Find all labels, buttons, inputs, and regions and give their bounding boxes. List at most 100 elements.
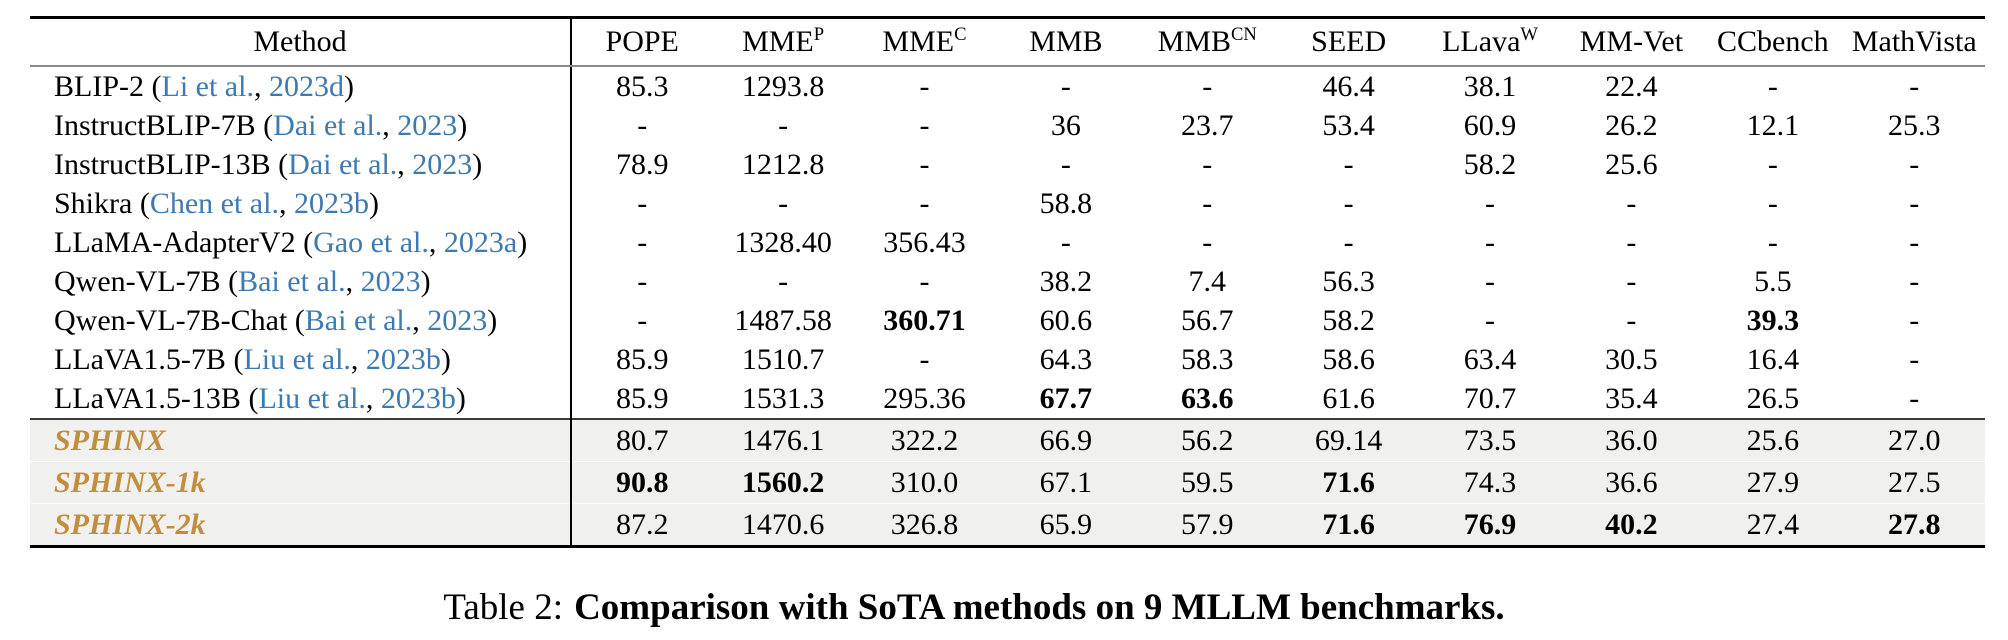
citation-authors-link[interactable]: Bai et al. (238, 264, 346, 298)
score-value: 1531.3 (741, 381, 825, 415)
column-header-superscript: W (1520, 24, 1538, 45)
method-cell: Qwen-VL-7B-Chat (Bai et al., 2023) (54, 303, 498, 337)
citation-year-link[interactable]: 2023 (397, 108, 458, 142)
score-cell: 26.2 (1561, 106, 1702, 145)
score-cell: 61.6 (1278, 379, 1419, 419)
score-value: - (1626, 186, 1637, 220)
score-cell: 22.4 (1561, 66, 1702, 106)
score-value: 38.2 (1039, 264, 1093, 298)
score-value: 1212.8 (741, 147, 825, 181)
method-cell: Shikra (Chen et al., 2023b) (54, 186, 379, 220)
score-value: 60.6 (1039, 303, 1093, 337)
benchmark-comparison-table: Method POPE MMEP MMEC MMB MMBCN SEED LLavaW MM-V… (30, 16, 1985, 548)
method-cell: LLaVA1.5-7B (Liu et al., 2023b) (54, 342, 451, 376)
score-value: - (1060, 225, 1071, 259)
table-caption: Table 2: Comparison with SoTA methods on … (0, 586, 1978, 629)
citation-year-link[interactable]: 2023b (293, 186, 369, 220)
score-value: - (1626, 303, 1637, 337)
score-value: 27.0 (1888, 423, 1941, 457)
method-name: SPHINX-2k (54, 507, 206, 541)
table-row-qwen-vl-7b-chat: Qwen-VL-7B-Chat (Bai et al., 2023) - 1487.… (30, 301, 1985, 340)
score-value: 73.5 (1463, 423, 1517, 457)
score-value: 63.6 (1181, 381, 1234, 415)
citation-year-link[interactable]: 2023d (268, 69, 344, 103)
method-cell: SPHINX (30, 419, 571, 462)
citation-authors-link[interactable]: Bai et al. (304, 303, 413, 337)
score-value: - (919, 108, 930, 142)
citation-authors-link[interactable]: Dai et al. (273, 108, 383, 142)
score-cell: - (1561, 262, 1702, 301)
score-value: - (1202, 147, 1213, 181)
column-header-llava-w: LLavaW (1419, 17, 1561, 67)
score-cell: - (1844, 262, 1985, 301)
score-value: - (919, 186, 930, 220)
score-value: - (1202, 186, 1213, 220)
score-cell: 30.5 (1561, 340, 1702, 379)
score-value: 74.3 (1463, 465, 1517, 499)
score-value: 25.6 (1746, 423, 1800, 457)
score-value: - (1909, 381, 1920, 415)
score-value: 67.1 (1039, 465, 1093, 499)
results-table-figure: Method POPE MMEP MMEC MMB MMBCN SEED LLavaW MM-V… (30, 16, 1985, 548)
score-value: 1328.40 (734, 225, 832, 259)
score-cell: - (1137, 145, 1278, 184)
score-value: - (919, 342, 930, 376)
score-value: 67.7 (1039, 381, 1093, 415)
score-value: - (1485, 303, 1496, 337)
score-value: 70.7 (1463, 381, 1517, 415)
method-cell: Qwen-VL-7B (Bai et al., 2023) (54, 264, 431, 298)
score-cell: 85.9 (569, 340, 713, 379)
score-cell: 38.1 (1419, 66, 1560, 106)
citation-year-link[interactable]: 2023a (443, 225, 518, 259)
score-cell: 27.5 (1844, 462, 1985, 504)
citation-authors-link[interactable]: Liu et al. (243, 342, 351, 376)
score-cell: 46.4 (1278, 66, 1419, 106)
score-cell: - (1419, 262, 1560, 301)
score-value: - (637, 186, 648, 220)
score-cell: 74.3 (1419, 462, 1560, 504)
score-cell: - (712, 106, 853, 145)
method-name: BLIP-2 (54, 69, 144, 103)
citation-authors-link[interactable]: Chen et al. (149, 186, 279, 220)
score-cell: 1328.40 (712, 223, 853, 262)
score-value: - (1909, 69, 1920, 103)
citation-year-link[interactable]: 2023 (412, 147, 473, 181)
score-cell: 27.8 (1844, 504, 1985, 547)
column-header-label: MME (882, 25, 955, 58)
citation-year-link[interactable]: 2023 (427, 303, 488, 337)
table-row-instructblip-13b: InstructBLIP-13B (Dai et al., 2023) 78.9 1… (30, 145, 1985, 184)
score-value: 61.6 (1322, 381, 1375, 415)
score-cell: 57.9 (1137, 504, 1278, 547)
score-cell: - (1419, 184, 1560, 223)
citation-year-link[interactable]: 2023b (365, 342, 441, 376)
citation-year-link[interactable]: 2023b (380, 381, 456, 415)
score-value: - (1767, 225, 1778, 259)
score-cell: 27.4 (1702, 504, 1843, 547)
score-cell: 58.6 (1278, 340, 1419, 379)
citation-authors-link[interactable]: Gao et al. (313, 225, 429, 259)
score-cell: 90.8 (569, 461, 713, 504)
citation-authors-link[interactable]: Liu et al. (258, 381, 366, 415)
score-cell: - (1419, 301, 1560, 340)
citation-year-link[interactable]: 2023 (360, 264, 421, 298)
table-row-llava1.5-13b: LLaVA1.5-13B (Liu et al., 2023b) 85.9 1531… (30, 379, 1985, 419)
score-cell: 56.7 (1137, 301, 1278, 340)
score-value: 58.8 (1039, 186, 1093, 220)
column-header-label: CCbench (1716, 25, 1829, 58)
score-cell: - (854, 340, 995, 379)
score-cell: 1293.8 (712, 66, 853, 106)
score-cell: - (1561, 184, 1702, 223)
score-cell: - (995, 66, 1136, 106)
citation-authors-link[interactable]: Li et al. (161, 69, 254, 103)
score-cell: - (712, 262, 853, 301)
score-cell: - (712, 184, 853, 223)
score-cell: - (1278, 184, 1419, 223)
score-value: - (778, 108, 789, 142)
method-name: LLaMA-AdapterV2 (54, 225, 296, 259)
score-value: 1510.7 (741, 342, 825, 376)
score-value: 22.4 (1605, 69, 1658, 103)
citation-authors-link[interactable]: Dai et al. (288, 147, 398, 181)
score-cell: 25.3 (1844, 106, 1985, 145)
score-value: 58.2 (1463, 147, 1517, 181)
score-cell: 35.4 (1561, 379, 1702, 419)
